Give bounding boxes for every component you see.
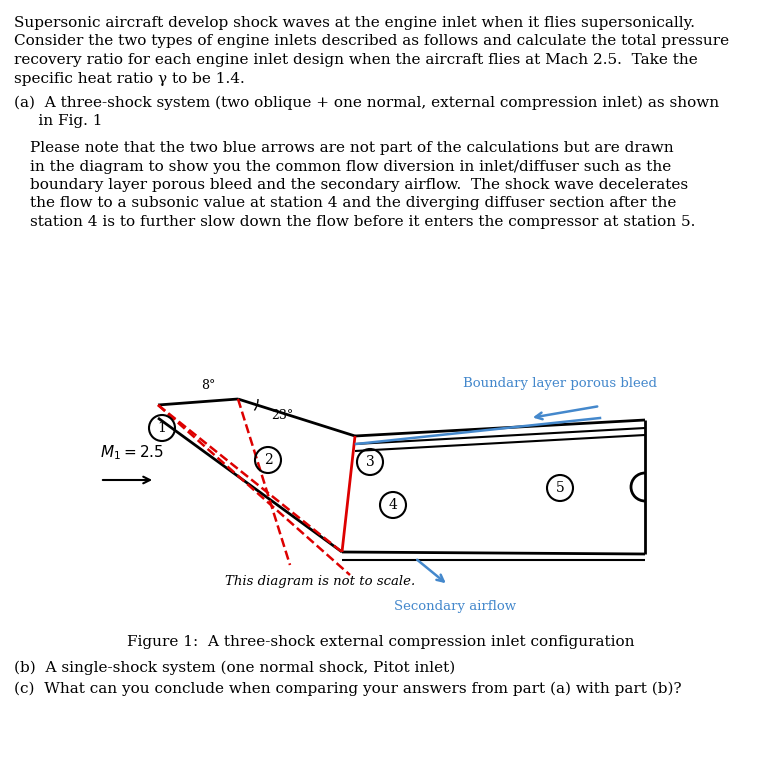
Text: 8°: 8° xyxy=(201,379,215,392)
Text: Secondary airflow: Secondary airflow xyxy=(394,600,516,613)
Text: (a)  A three-shock system (two oblique + one normal, external compression inlet): (a) A three-shock system (two oblique + … xyxy=(14,96,719,111)
Text: boundary layer porous bleed and the secondary airflow.  The shock wave decelerat: boundary layer porous bleed and the seco… xyxy=(30,178,688,192)
Text: specific heat ratio γ to be 1.4.: specific heat ratio γ to be 1.4. xyxy=(14,71,245,86)
Text: Figure 1:  A three-shock external compression inlet configuration: Figure 1: A three-shock external compres… xyxy=(127,635,635,649)
Text: 1: 1 xyxy=(158,421,166,435)
Text: 23°: 23° xyxy=(271,409,293,422)
Text: (c)  What can you conclude when comparing your answers from part (a) with part (: (c) What can you conclude when comparing… xyxy=(14,682,682,696)
Text: Consider the two types of engine inlets described as follows and calculate the t: Consider the two types of engine inlets … xyxy=(14,35,729,49)
Text: (b)  A single-shock system (one normal shock, Pitot inlet): (b) A single-shock system (one normal sh… xyxy=(14,661,455,676)
Text: in Fig. 1: in Fig. 1 xyxy=(14,114,103,128)
Text: 2: 2 xyxy=(264,453,272,467)
Text: $M_1 = 2.5$: $M_1 = 2.5$ xyxy=(100,444,164,462)
Text: 5: 5 xyxy=(555,481,565,495)
Text: This diagram is not to scale.: This diagram is not to scale. xyxy=(225,575,415,588)
Text: 4: 4 xyxy=(389,498,398,512)
Text: station 4 is to further slow down the flow before it enters the compressor at st: station 4 is to further slow down the fl… xyxy=(30,215,696,229)
Text: Boundary layer porous bleed: Boundary layer porous bleed xyxy=(463,377,657,390)
Text: the flow to a subsonic value at station 4 and the diverging diffuser section aft: the flow to a subsonic value at station … xyxy=(30,196,677,210)
Text: recovery ratio for each engine inlet design when the aircraft flies at Mach 2.5.: recovery ratio for each engine inlet des… xyxy=(14,53,698,67)
Text: 3: 3 xyxy=(366,455,374,469)
Text: Please note that the two blue arrows are not part of the calculations but are dr: Please note that the two blue arrows are… xyxy=(30,141,674,155)
Text: in the diagram to show you the common flow diversion in inlet/diffuser such as t: in the diagram to show you the common fl… xyxy=(30,159,671,173)
Text: Supersonic aircraft develop shock waves at the engine inlet when it flies supers: Supersonic aircraft develop shock waves … xyxy=(14,16,695,30)
